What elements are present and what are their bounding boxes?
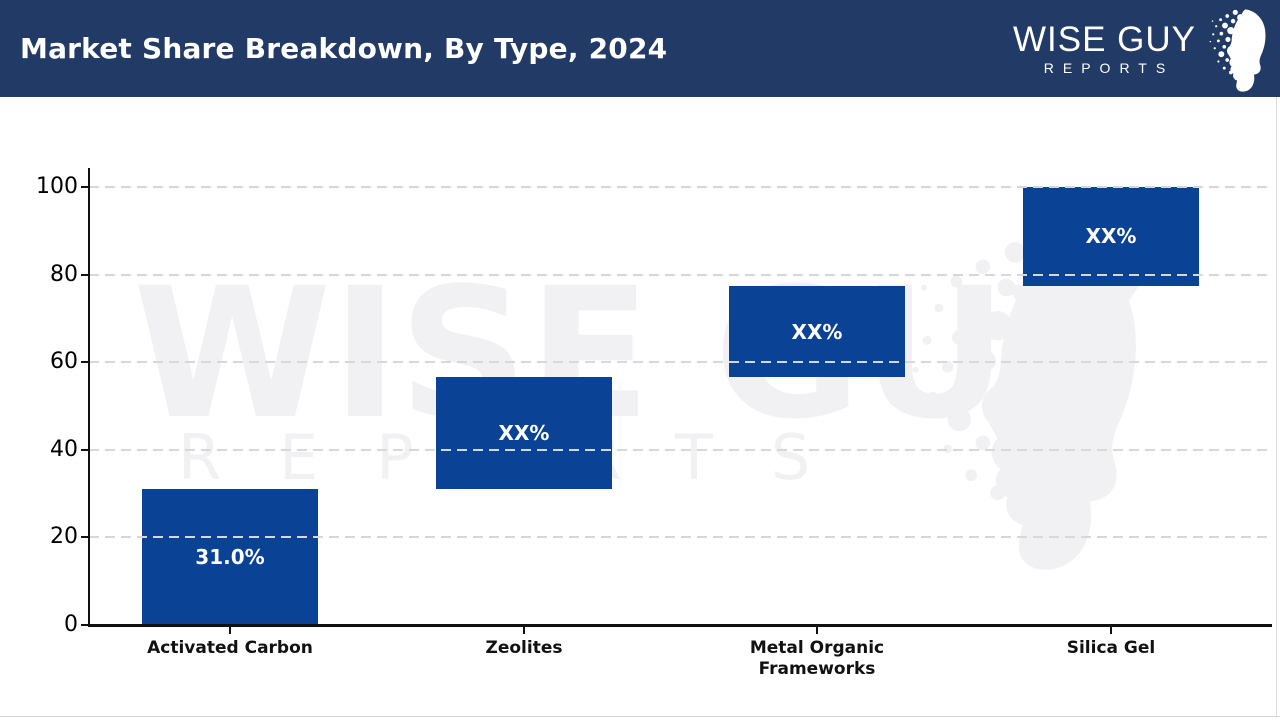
y-tick-mark [81,536,89,539]
bar: XX% [436,377,612,490]
y-tick-label: 20 [50,524,78,550]
bar-value-label: 31.0% [195,545,265,570]
gridline [89,536,1272,539]
bar-value-label: XX% [498,421,550,446]
logo-wordmark-main: WISE GUY [1012,19,1196,59]
y-tick-label: 80 [50,261,78,287]
y-tick-mark [81,624,89,626]
x-tick-mark [1110,627,1112,634]
logo-head-icon [1198,5,1274,93]
x-category-label: Silica Gel [1066,638,1156,658]
x-tick-mark [523,627,525,634]
y-tick-label: 60 [50,349,78,375]
logo-wordmark-sub: REPORTS [1043,59,1175,76]
y-axis-line [88,168,90,625]
brand-logo: WISE GUY REPORTS [1013,5,1274,93]
y-tick-mark [81,273,89,276]
logo-wordmark: WISE GUY REPORTS [1013,22,1196,76]
x-tick-mark [229,627,231,634]
bar: XX% [1023,187,1199,286]
bar: XX% [729,285,905,378]
bar-value-label: XX% [791,319,843,344]
bar-value-label: XX% [1085,224,1137,249]
y-tick-label: 40 [50,436,78,462]
x-category-label: Metal Organic Frameworks [749,638,885,679]
y-tick-mark [81,448,89,451]
gridline [89,186,1272,188]
x-category-label: Activated Carbon [147,638,313,658]
gridline [89,361,1272,364]
header: Market Share Breakdown, By Type, 2024 WI… [0,0,1280,97]
x-axis-line [88,624,1272,627]
chart-area: WISE GUY REPORTS 02040608010031.0%Activa… [0,97,1280,720]
gridline [89,448,1272,451]
gridline [89,273,1272,276]
figure-bottom-border [0,716,1280,717]
x-tick-mark [816,627,818,634]
page-title: Market Share Breakdown, By Type, 2024 [20,32,668,65]
y-tick-mark [81,186,89,188]
y-tick-label: 100 [36,174,78,199]
y-tick-mark [81,361,89,364]
y-tick-label: 0 [64,612,78,637]
x-category-label: Zeolites [485,638,563,658]
bar: 31.0% [142,489,318,625]
figure-right-border [1276,97,1277,717]
